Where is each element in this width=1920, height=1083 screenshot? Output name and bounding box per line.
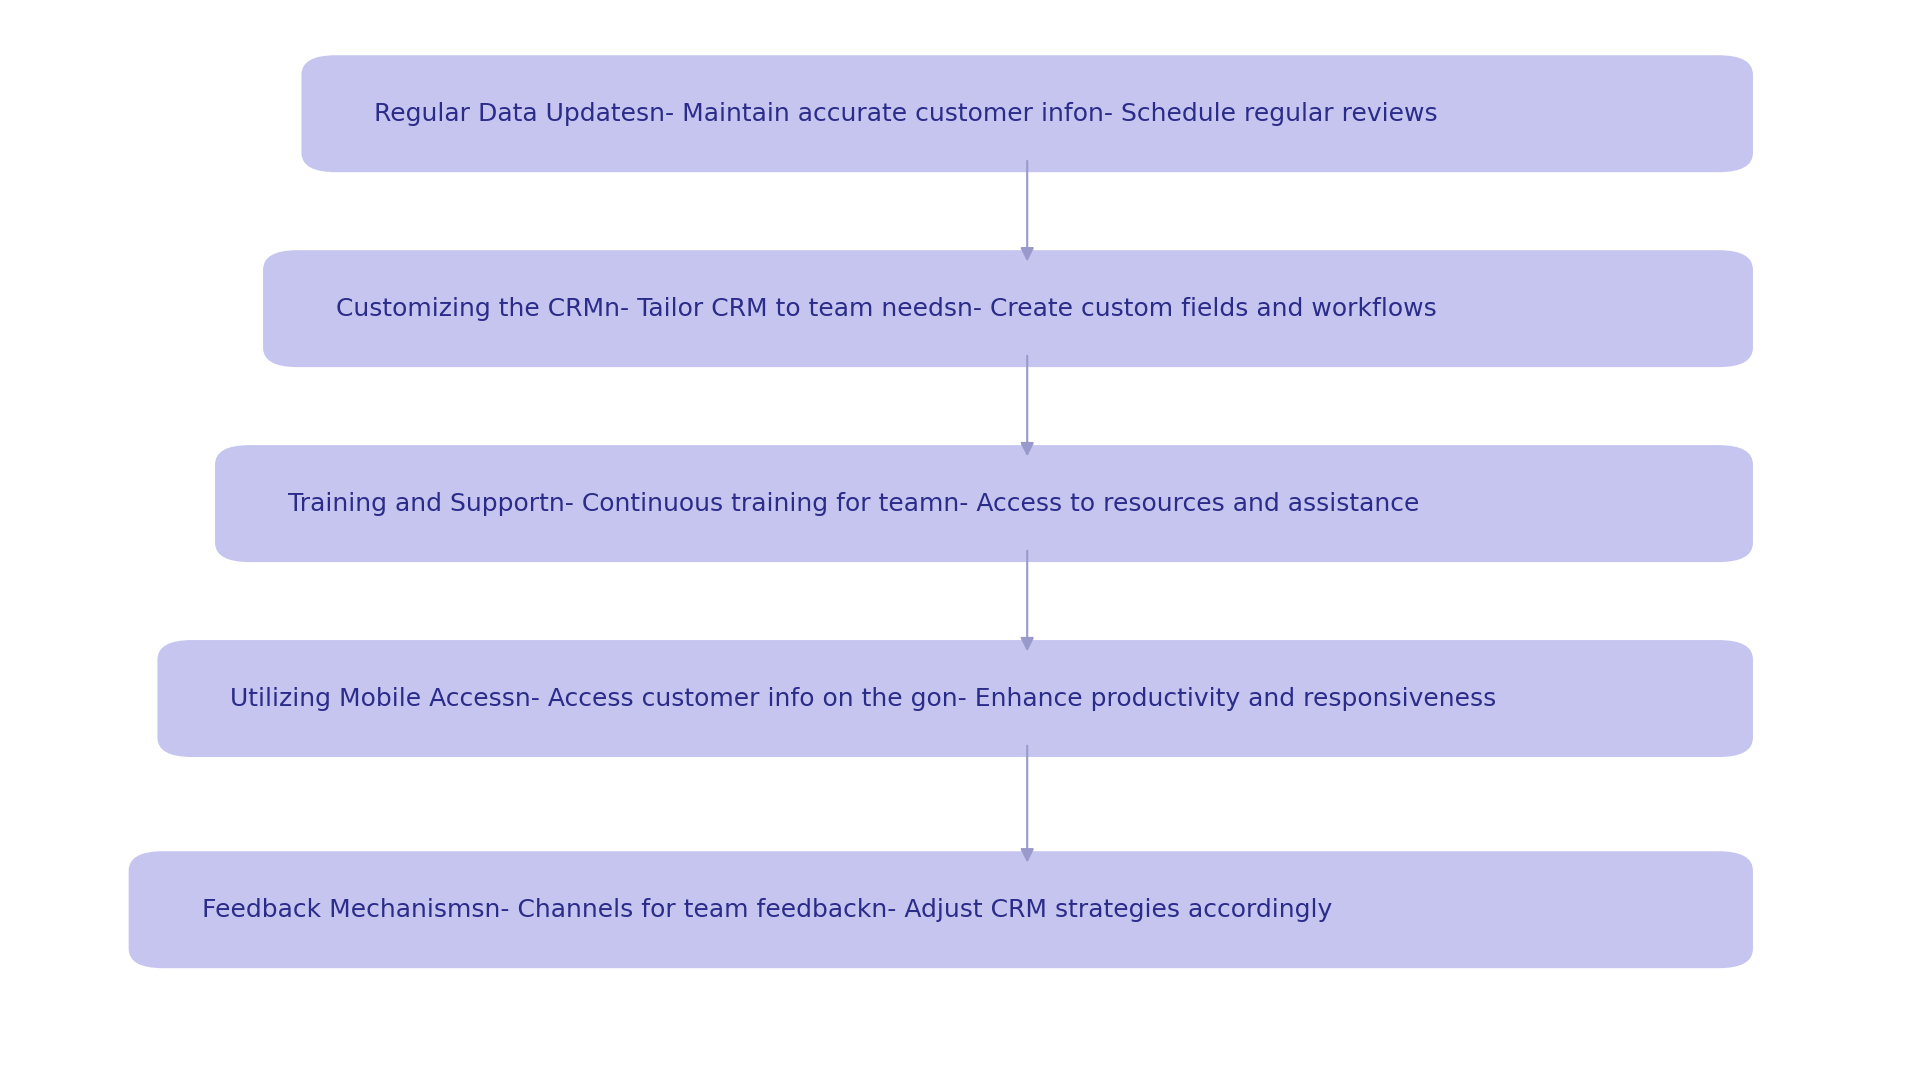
Text: Regular Data Updatesn- Maintain accurate customer infon- Schedule regular review: Regular Data Updatesn- Maintain accurate… <box>374 102 1438 126</box>
FancyBboxPatch shape <box>215 445 1753 562</box>
FancyBboxPatch shape <box>157 640 1753 757</box>
FancyBboxPatch shape <box>263 250 1753 367</box>
Text: Training and Supportn- Continuous training for teamn- Access to resources and as: Training and Supportn- Continuous traini… <box>288 492 1419 516</box>
FancyBboxPatch shape <box>301 55 1753 172</box>
Text: Feedback Mechanismsn- Channels for team feedbackn- Adjust CRM strategies accordi: Feedback Mechanismsn- Channels for team … <box>202 898 1332 922</box>
Text: Customizing the CRMn- Tailor CRM to team needsn- Create custom fields and workfl: Customizing the CRMn- Tailor CRM to team… <box>336 297 1436 321</box>
Text: Utilizing Mobile Accessn- Access customer info on the gon- Enhance productivity : Utilizing Mobile Accessn- Access custome… <box>230 687 1498 710</box>
FancyBboxPatch shape <box>129 851 1753 968</box>
